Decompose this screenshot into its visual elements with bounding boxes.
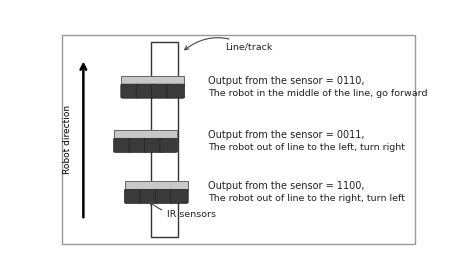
Bar (121, 76, 184, 85)
FancyBboxPatch shape (171, 189, 188, 203)
Ellipse shape (126, 193, 140, 202)
FancyBboxPatch shape (125, 189, 142, 203)
Ellipse shape (123, 87, 137, 97)
Bar (142, 190, 156, 198)
FancyBboxPatch shape (136, 84, 154, 98)
Text: The robot in the middle of the line, go forward: The robot in the middle of the line, go … (208, 89, 427, 98)
Bar (173, 190, 186, 198)
Bar (114, 130, 177, 139)
FancyBboxPatch shape (113, 138, 131, 152)
FancyBboxPatch shape (129, 138, 146, 152)
FancyBboxPatch shape (152, 84, 169, 98)
Text: Output from the sensor = 0110,: Output from the sensor = 0110, (208, 76, 364, 86)
Ellipse shape (131, 142, 145, 151)
FancyBboxPatch shape (121, 84, 139, 98)
Text: The robot out of line to the right, turn left: The robot out of line to the right, turn… (208, 194, 405, 203)
Bar (151, 42, 178, 237)
Bar (115, 139, 129, 147)
FancyBboxPatch shape (155, 189, 173, 203)
Bar (125, 181, 188, 190)
Ellipse shape (162, 142, 176, 151)
Ellipse shape (142, 193, 156, 202)
Ellipse shape (138, 87, 152, 97)
Ellipse shape (157, 193, 171, 202)
Bar (138, 85, 152, 92)
Bar (126, 190, 140, 198)
Text: IR sensors: IR sensors (150, 202, 216, 219)
Text: Line/track: Line/track (185, 38, 272, 51)
Text: Robot direction: Robot direction (63, 105, 72, 174)
Bar (153, 85, 167, 92)
Bar (146, 139, 160, 147)
Text: The robot out of line to the left, turn right: The robot out of line to the left, turn … (208, 143, 405, 152)
Text: Output from the sensor = 0011,: Output from the sensor = 0011, (208, 130, 364, 140)
Ellipse shape (146, 142, 160, 151)
Ellipse shape (115, 142, 129, 151)
Ellipse shape (173, 193, 186, 202)
FancyBboxPatch shape (140, 189, 158, 203)
Ellipse shape (169, 87, 183, 97)
FancyBboxPatch shape (167, 84, 185, 98)
Bar (162, 139, 176, 147)
FancyBboxPatch shape (145, 138, 162, 152)
Text: Output from the sensor = 1100,: Output from the sensor = 1100, (208, 181, 364, 191)
Bar (123, 85, 137, 92)
Bar (131, 139, 145, 147)
Bar (157, 190, 171, 198)
FancyBboxPatch shape (160, 138, 178, 152)
Bar (169, 85, 183, 92)
Ellipse shape (153, 87, 167, 97)
